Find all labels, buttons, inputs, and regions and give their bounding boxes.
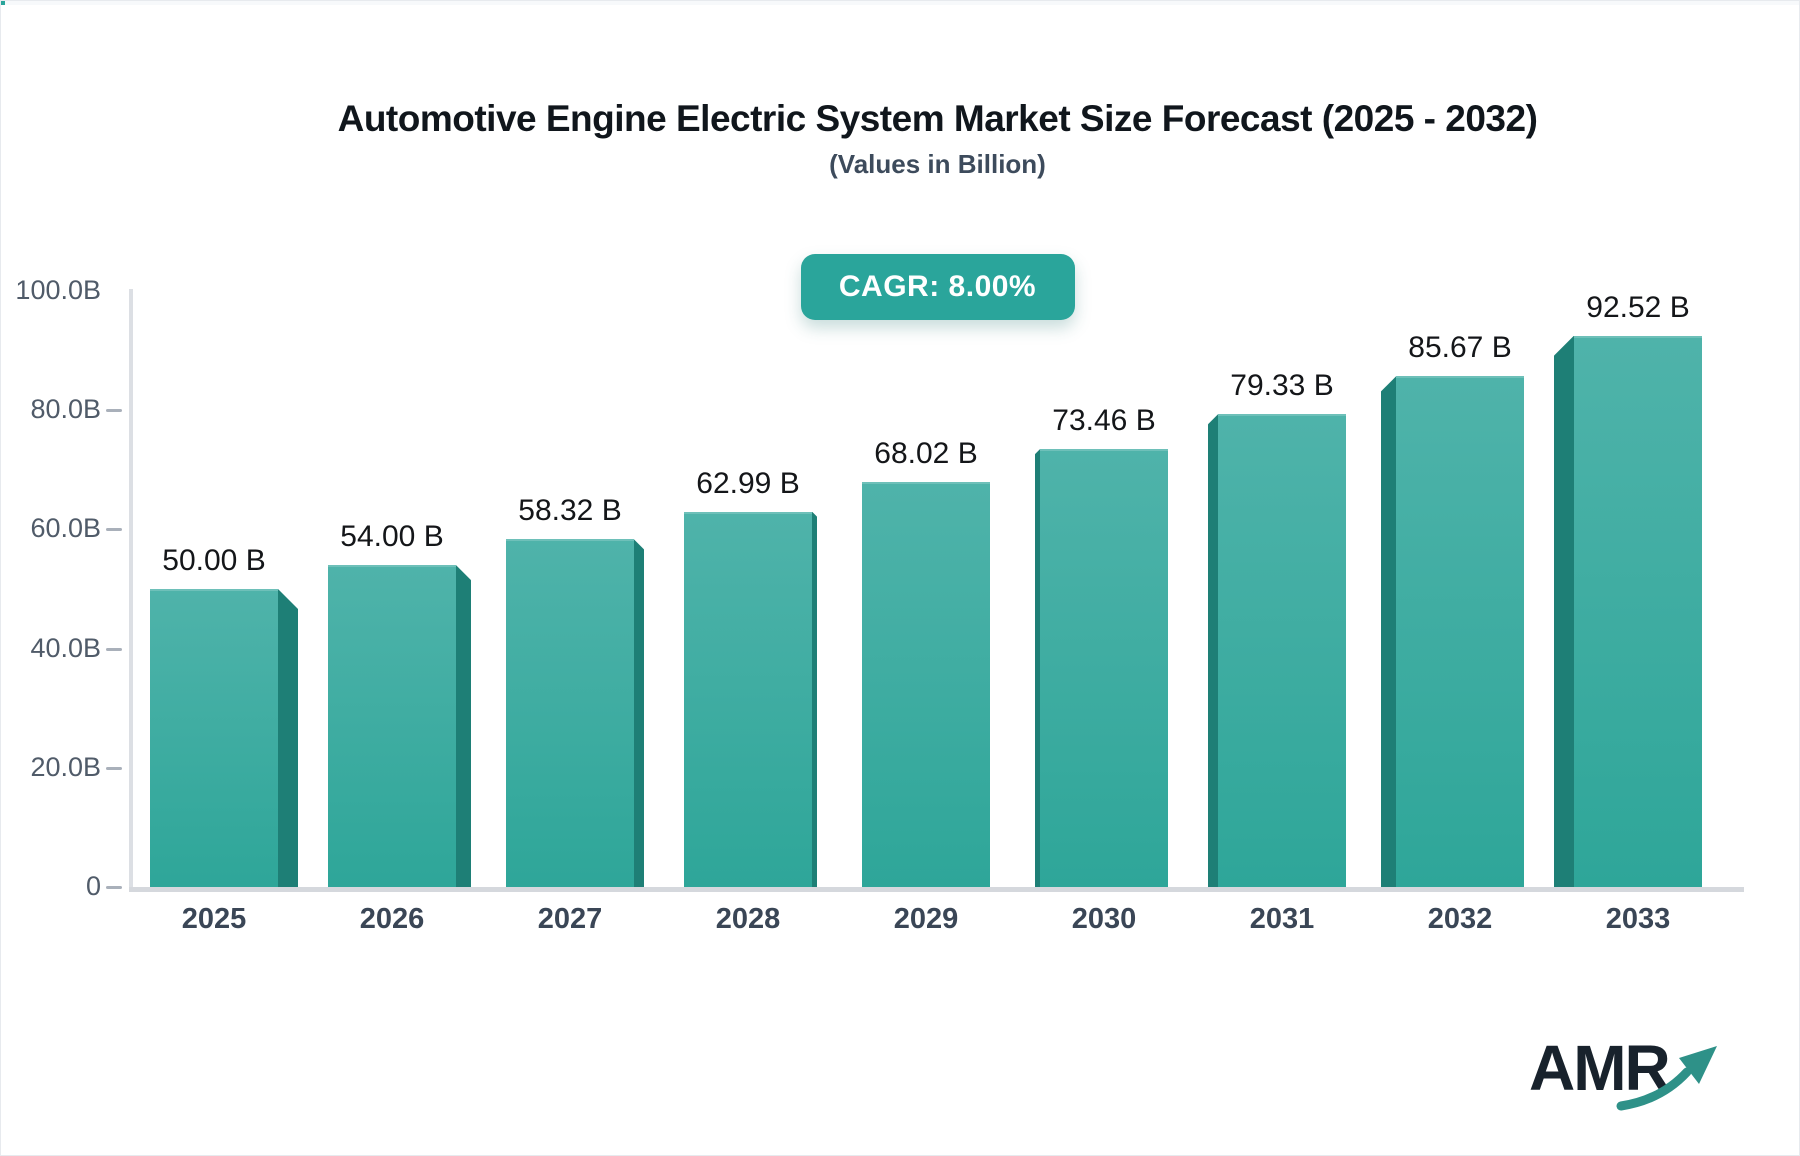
amr-logo: AMR <box>1529 1031 1729 1121</box>
chart-title: Automotive Engine Electric System Market… <box>337 98 1538 139</box>
y-tick-dash <box>106 409 122 413</box>
y-tick-label: 100.0B <box>15 275 101 305</box>
corner-accent <box>1 1 5 5</box>
bar-value-label: 79.33 B <box>1230 369 1334 403</box>
y-tick-label: 80.0B <box>30 394 101 425</box>
bar-2028 <box>684 511 812 887</box>
y-tick-dash <box>106 647 122 651</box>
y-axis-line <box>129 289 133 887</box>
bar-value-label: 54.00 B <box>340 520 444 554</box>
bar-value-label: 50.00 B <box>162 544 266 577</box>
bar-value-label: 92.52 B <box>1586 290 1690 324</box>
y-tick-label: 60.0B <box>30 513 101 544</box>
bar-side-2028 <box>812 511 817 887</box>
bar-side-2027 <box>634 539 644 887</box>
x-tick-label: 2027 <box>537 903 603 935</box>
x-tick-label: 2028 <box>715 903 781 935</box>
top-border-strip <box>1 1 1799 5</box>
bar-side-2033 <box>1554 335 1574 887</box>
x-tick-label: 2025 <box>181 903 247 935</box>
bar-2031 <box>1218 414 1346 887</box>
bar-value-label: 85.67 B <box>1408 331 1512 365</box>
bar-side-2031 <box>1208 414 1218 887</box>
chart-subtitle: (Values in Billion) <box>829 149 1046 179</box>
growth-arrow-icon <box>1616 1046 1717 1111</box>
bar-value-label: 73.46 B <box>1052 404 1156 438</box>
chart-header: Automotive Engine Electric System Market… <box>131 1 1744 320</box>
x-tick-label: 2031 <box>1249 903 1315 935</box>
bar-2030 <box>1040 449 1168 887</box>
bar-side-2032 <box>1381 376 1396 887</box>
bar-2027 <box>506 539 634 887</box>
bar-side-2025 <box>278 589 298 887</box>
bar-side-2030 <box>1035 449 1040 887</box>
bar-side-2026 <box>456 565 471 887</box>
bar-value-label: 58.32 B <box>518 494 622 528</box>
bar-2026 <box>328 565 456 887</box>
y-tick-dash <box>106 886 122 889</box>
x-tick-label: 2032 <box>1427 903 1493 935</box>
y-tick-label: 20.0B <box>30 751 101 782</box>
cagr-badge: CAGR: 8.00% <box>800 254 1075 320</box>
amr-logo-text: AMR <box>1529 1032 1671 1104</box>
x-tick-label: 2026 <box>359 903 425 935</box>
x-tick-label: 2029 <box>893 903 959 935</box>
bar-2029 <box>862 481 990 887</box>
bar-2033 <box>1574 335 1702 887</box>
x-tick-label: 2033 <box>1605 903 1671 935</box>
x-tick-label: 2030 <box>1071 903 1137 935</box>
y-tick-dash <box>106 766 122 770</box>
y-tick-dash <box>106 528 122 532</box>
bar-2025 <box>150 589 278 887</box>
bar-value-label: 68.02 B <box>874 436 978 470</box>
cagr-badge-label: CAGR: 8.00% <box>838 270 1037 303</box>
x-axis-line <box>129 887 1744 892</box>
y-tick-label: 0 <box>85 871 101 901</box>
y-tick-label: 40.0B <box>30 632 101 663</box>
bar-2032 <box>1396 376 1524 887</box>
bar-value-label: 62.99 B <box>696 466 800 500</box>
